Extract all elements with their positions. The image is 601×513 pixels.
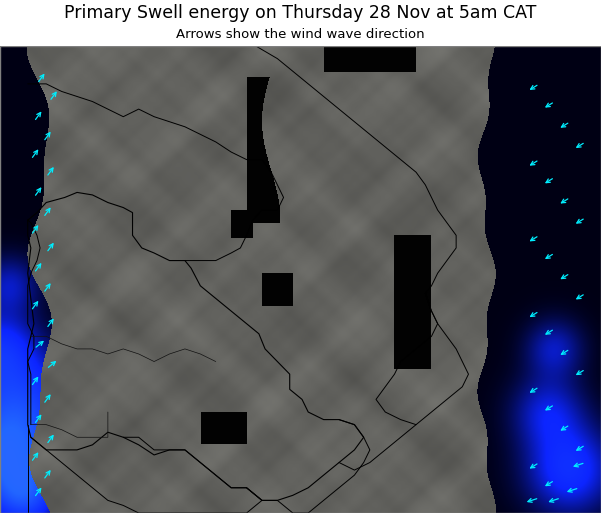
Text: Primary Swell energy on Thursday 28 Nov at 5am CAT: Primary Swell energy on Thursday 28 Nov … — [64, 4, 537, 22]
Text: Arrows show the wind wave direction: Arrows show the wind wave direction — [176, 28, 425, 41]
